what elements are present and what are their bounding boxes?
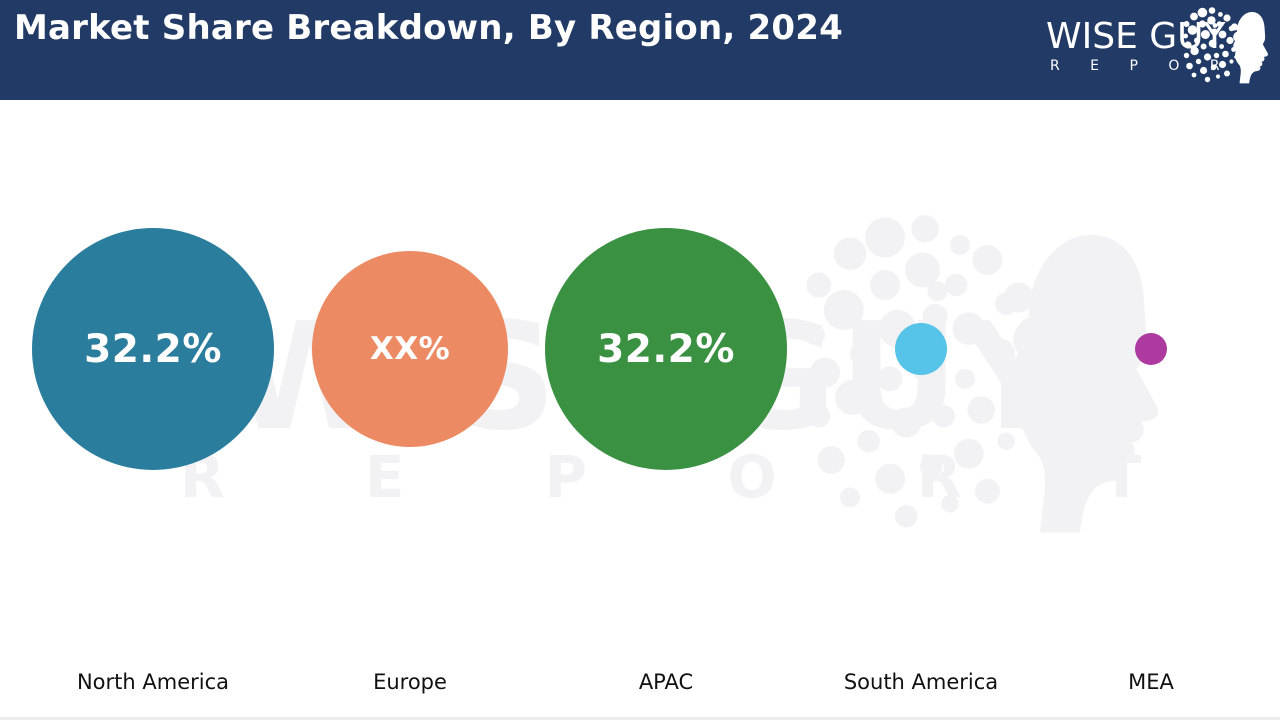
bubble-value: 32.2% [597, 326, 735, 372]
category-label-south-america: South America [843, 670, 999, 694]
header: Market Share Breakdown, By Region, 2024 … [0, 0, 1280, 100]
bottom-edge-divider [0, 717, 1280, 720]
bubble-north-america: 32.2% [32, 228, 274, 470]
bubble-value: 32.2% [84, 326, 222, 372]
category-label-mea: MEA [1128, 670, 1174, 694]
page-title: Market Share Breakdown, By Region, 2024 [14, 8, 843, 48]
logo-subtitle: R E P O R T S [1050, 58, 1272, 74]
bubble-mea [1135, 333, 1167, 365]
bubble-apac: 32.2% [545, 228, 787, 470]
category-label-apac: APAC [638, 670, 694, 694]
bubble-europe: XX% [312, 251, 508, 447]
wise-guy-logo: WISE GUY R E P O R T S [1046, 7, 1272, 84]
category-label-north-america: North America [76, 670, 230, 694]
bubble-value: XX% [369, 331, 451, 367]
bubble-south-america [895, 323, 947, 375]
category-label-europe: Europe [373, 670, 447, 694]
